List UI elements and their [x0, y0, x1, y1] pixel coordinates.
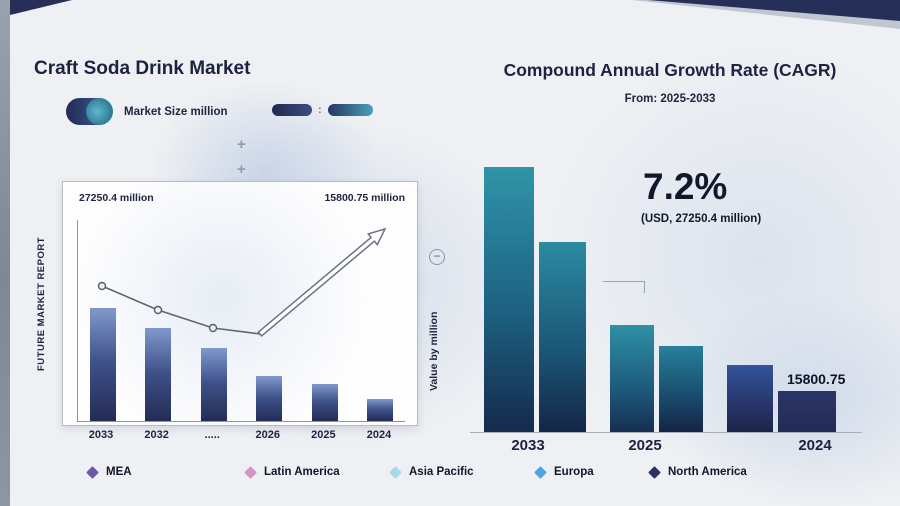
x-label: 2033: [88, 429, 114, 441]
diamond-icon: [648, 465, 661, 479]
cagr-bar: [484, 167, 534, 432]
bar-column: [88, 308, 118, 421]
value-label-2024: 15800.75: [787, 371, 846, 387]
top-right-navy-wedge: [648, 0, 900, 21]
market-size-legend: Market Size million: [66, 98, 228, 125]
left-chart-title: Craft Soda Drink Market: [34, 58, 251, 79]
bar-column: [199, 348, 229, 421]
plus-icon: +: [237, 161, 246, 178]
cagr-bar: [539, 242, 586, 432]
diamond-icon: [389, 465, 402, 479]
growth-arrow: [257, 227, 387, 337]
market-size-legend-label: Market Size million: [124, 105, 228, 118]
legend-label: Asia Pacific: [409, 466, 474, 478]
bar-column: [143, 328, 173, 421]
bar-column: [310, 384, 340, 421]
market-bar: [366, 399, 393, 421]
legend-item-latin-america: Latin America: [244, 465, 340, 479]
plus-icon: +: [237, 136, 246, 153]
x-label: 2032: [144, 429, 169, 441]
line-marker: [153, 305, 163, 315]
line-marker: [208, 323, 218, 333]
x-label: 2024: [798, 437, 832, 454]
chart-value-2024: 15800.75 million: [324, 192, 405, 204]
market-bar: [90, 308, 116, 421]
right-chart-y-axis-label: Value by million: [428, 311, 440, 391]
pill-teal-icon: [327, 104, 373, 116]
cagr-bar: [659, 346, 703, 432]
cagr-bar-chart: [484, 165, 836, 432]
x-label: 2026: [255, 429, 281, 441]
cagr-bar: [727, 365, 773, 432]
legend-label: MEA: [106, 466, 132, 478]
cagr-bar: [778, 391, 836, 432]
pill-navy-icon: [272, 104, 312, 116]
bar-column: [365, 399, 395, 421]
cagr-title: Compound Annual Growth Rate (CAGR): [503, 60, 837, 80]
x-label: 2033: [511, 437, 545, 454]
x-label: 2025: [628, 437, 662, 454]
cagr-value: 7.2%: [643, 166, 728, 207]
market-bar: [145, 328, 172, 421]
bar-column: [254, 376, 284, 421]
legend-item-mea: MEA: [86, 465, 132, 479]
left-x-axis-labels: 2033 2032 ..... 2026 2025 2024: [76, 429, 404, 441]
minus-circle-icon: −: [429, 249, 445, 265]
market-bar: [256, 376, 283, 421]
cagr-bar-group: [610, 325, 703, 432]
trend-line-arrow: [97, 227, 387, 337]
x-label: 2025: [311, 429, 336, 441]
cagr-bar: [610, 325, 654, 432]
bracket-decoration: [603, 281, 645, 293]
pill-decoration: :: [272, 104, 373, 116]
diamond-icon: [86, 465, 99, 479]
legend-item-europa: Europa: [534, 465, 594, 479]
cagr-bar-group: [484, 167, 586, 432]
top-left-triangle: [10, 0, 72, 15]
diamond-icon: [534, 465, 547, 479]
left-bar-series: [78, 220, 405, 421]
diamond-icon: [244, 465, 257, 479]
cagr-detail: (USD, 27250.4 million): [641, 213, 762, 225]
x-label: .....: [204, 429, 220, 441]
legend-item-asia-pacific: Asia Pacific: [389, 465, 474, 479]
x-label: 2024: [366, 429, 392, 441]
cagr-bar-group: [727, 365, 836, 432]
line-marker: [97, 281, 107, 291]
legend-label: North America: [668, 466, 747, 478]
left-chart-y-axis-label: FUTURE MARKET REPORT: [36, 236, 47, 372]
market-bar: [200, 348, 227, 421]
right-chart-baseline: [470, 432, 862, 433]
legend-item-north-america: North America: [648, 465, 747, 479]
cylinder-icon: [66, 98, 113, 125]
market-size-chart: 27250.4 million 15800.75 million: [62, 181, 418, 426]
left-plot-area: [77, 220, 405, 422]
left-edge-bar: [0, 0, 10, 506]
legend-label: Latin America: [264, 466, 340, 478]
cagr-subtitle: From: 2025-2033: [624, 93, 716, 105]
market-bar: [311, 384, 338, 421]
legend-label: Europa: [554, 466, 594, 478]
chart-value-2033: 27250.4 million: [79, 192, 154, 204]
pill-separator: :: [318, 104, 322, 116]
